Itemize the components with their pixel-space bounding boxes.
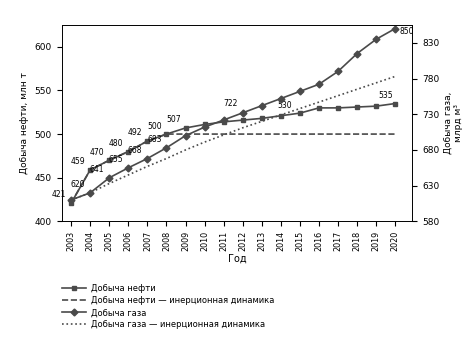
- Line: Добыча газа: Добыча газа: [69, 26, 398, 202]
- Добыча нефти: [202, 122, 208, 127]
- Добыча газа: [68, 198, 74, 202]
- Добыча газа — инерционная динамика: [68, 198, 74, 202]
- Добыча газа — инерционная динамика: [354, 87, 360, 91]
- Добыча газа: [202, 125, 208, 129]
- Y-axis label: Добыча газа,
млрд м³: Добыча газа, млрд м³: [444, 92, 463, 154]
- Добыча газа: [392, 26, 398, 31]
- Добыча газа — инерционная динамика: [107, 181, 112, 186]
- Line: Добыча нефти — инерционная динамика: Добыча нефти — инерционная динамика: [71, 134, 395, 203]
- Добыча нефти — инерционная динамика: [392, 132, 398, 136]
- Добыча нефти: [221, 120, 227, 124]
- Text: 683: 683: [147, 135, 162, 144]
- Text: 470: 470: [90, 148, 104, 157]
- Добыча нефти: [374, 104, 379, 108]
- Добыча газа: [278, 96, 284, 101]
- Добыча нефти: [240, 118, 246, 122]
- Добыча газа — инерционная динамика: [278, 113, 284, 117]
- Добыча газа: [297, 89, 303, 94]
- Добыча газа: [354, 51, 360, 56]
- Добыча нефти — инерционная динамика: [126, 149, 131, 154]
- Добыча нефти — инерционная динамика: [145, 139, 150, 143]
- Добыча газа: [374, 37, 379, 41]
- Добыча нефти: [126, 149, 131, 154]
- Добыча газа — инерционная динамика: [164, 156, 169, 161]
- Text: 535: 535: [379, 91, 393, 100]
- Добыча нефти: [316, 106, 322, 110]
- Добыча газа: [259, 104, 264, 108]
- Добыча нефти — инерционная динамика: [297, 132, 303, 136]
- Text: 480: 480: [109, 139, 123, 148]
- Добыча газа — инерционная динамика: [240, 126, 246, 130]
- Добыча газа: [221, 118, 227, 122]
- Добыча газа: [240, 111, 246, 115]
- Добыча газа: [316, 82, 322, 86]
- Добыча нефти — инерционная динамика: [182, 132, 188, 136]
- Text: 500: 500: [147, 121, 162, 131]
- Добыча газа — инерционная динамика: [316, 100, 322, 104]
- Text: 492: 492: [128, 129, 143, 137]
- Text: 668: 668: [128, 146, 143, 155]
- Text: 530: 530: [278, 101, 292, 110]
- Добыча газа: [107, 176, 112, 180]
- Добыча газа: [87, 191, 93, 195]
- Добыча газа — инерционная динамика: [145, 164, 150, 169]
- Добыча нефти: [145, 139, 150, 143]
- Добыча нефти: [278, 114, 284, 118]
- Text: 850: 850: [400, 27, 414, 36]
- Y-axis label: Добыча нефти, млн т: Добыча нефти, млн т: [20, 72, 29, 174]
- Добыча нефти — инерционная динамика: [221, 132, 227, 136]
- Добыча нефти — инерционная динамика: [335, 132, 341, 136]
- Legend: Добыча нефти, Добыча нефти — инерционная динамика, Добыча газа, Добыча газа — ин: Добыча нефти, Добыча нефти — инерционная…: [62, 285, 274, 329]
- Добыча газа: [145, 156, 150, 161]
- X-axis label: Год: Год: [228, 254, 246, 264]
- Добыча газа — инерционная динамика: [182, 148, 188, 152]
- Добыча нефти: [392, 101, 398, 106]
- Добыча нефти: [68, 201, 74, 205]
- Text: 620: 620: [71, 180, 85, 189]
- Добыча газа — инерционная динамика: [202, 140, 208, 144]
- Добыча газа — инерционная динамика: [335, 94, 341, 98]
- Добыча нефти: [164, 132, 169, 136]
- Добыча нефти: [182, 126, 188, 130]
- Добыча нефти — инерционная динамика: [354, 132, 360, 136]
- Добыча газа: [335, 69, 341, 74]
- Добыча нефти: [107, 158, 112, 162]
- Добыча нефти — инерционная динамика: [164, 132, 169, 136]
- Добыча нефти — инерционная динамика: [68, 201, 74, 205]
- Добыча нефти — инерционная динамика: [259, 132, 264, 136]
- Text: 507: 507: [166, 115, 181, 124]
- Добыча нефти — инерционная динамика: [240, 132, 246, 136]
- Добыча нефти — инерционная динамика: [107, 158, 112, 162]
- Добыча газа: [126, 166, 131, 170]
- Добыча нефти: [335, 106, 341, 110]
- Text: 655: 655: [109, 155, 124, 164]
- Добыча газа — инерционная динамика: [87, 191, 93, 195]
- Добыча газа — инерционная динамика: [221, 133, 227, 137]
- Добыча нефти — инерционная динамика: [87, 168, 93, 172]
- Добыча нефти — инерционная динамика: [374, 132, 379, 136]
- Text: 641: 641: [90, 165, 104, 174]
- Добыча нефти: [297, 111, 303, 115]
- Добыча нефти — инерционная динамика: [316, 132, 322, 136]
- Line: Добыча газа — инерционная динамика: Добыча газа — инерционная динамика: [71, 76, 395, 200]
- Добыча нефти: [259, 116, 264, 121]
- Добыча газа — инерционная динамика: [392, 74, 398, 79]
- Добыча нефти: [354, 105, 360, 109]
- Добыча газа: [164, 146, 169, 150]
- Добыча нефти: [87, 168, 93, 172]
- Добыча нефти — инерционная динамика: [278, 132, 284, 136]
- Добыча газа — инерционная динамика: [259, 119, 264, 124]
- Line: Добыча нефти: Добыча нефти: [69, 101, 398, 205]
- Добыча нефти — инерционная динамика: [202, 132, 208, 136]
- Text: 722: 722: [223, 99, 237, 108]
- Добыча газа — инерционная динамика: [126, 173, 131, 177]
- Добыча газа: [182, 134, 188, 138]
- Text: 459: 459: [71, 157, 85, 166]
- Добыча газа — инерционная динамика: [374, 81, 379, 85]
- Text: 421: 421: [52, 190, 66, 200]
- Добыча газа — инерционная динамика: [297, 106, 303, 111]
